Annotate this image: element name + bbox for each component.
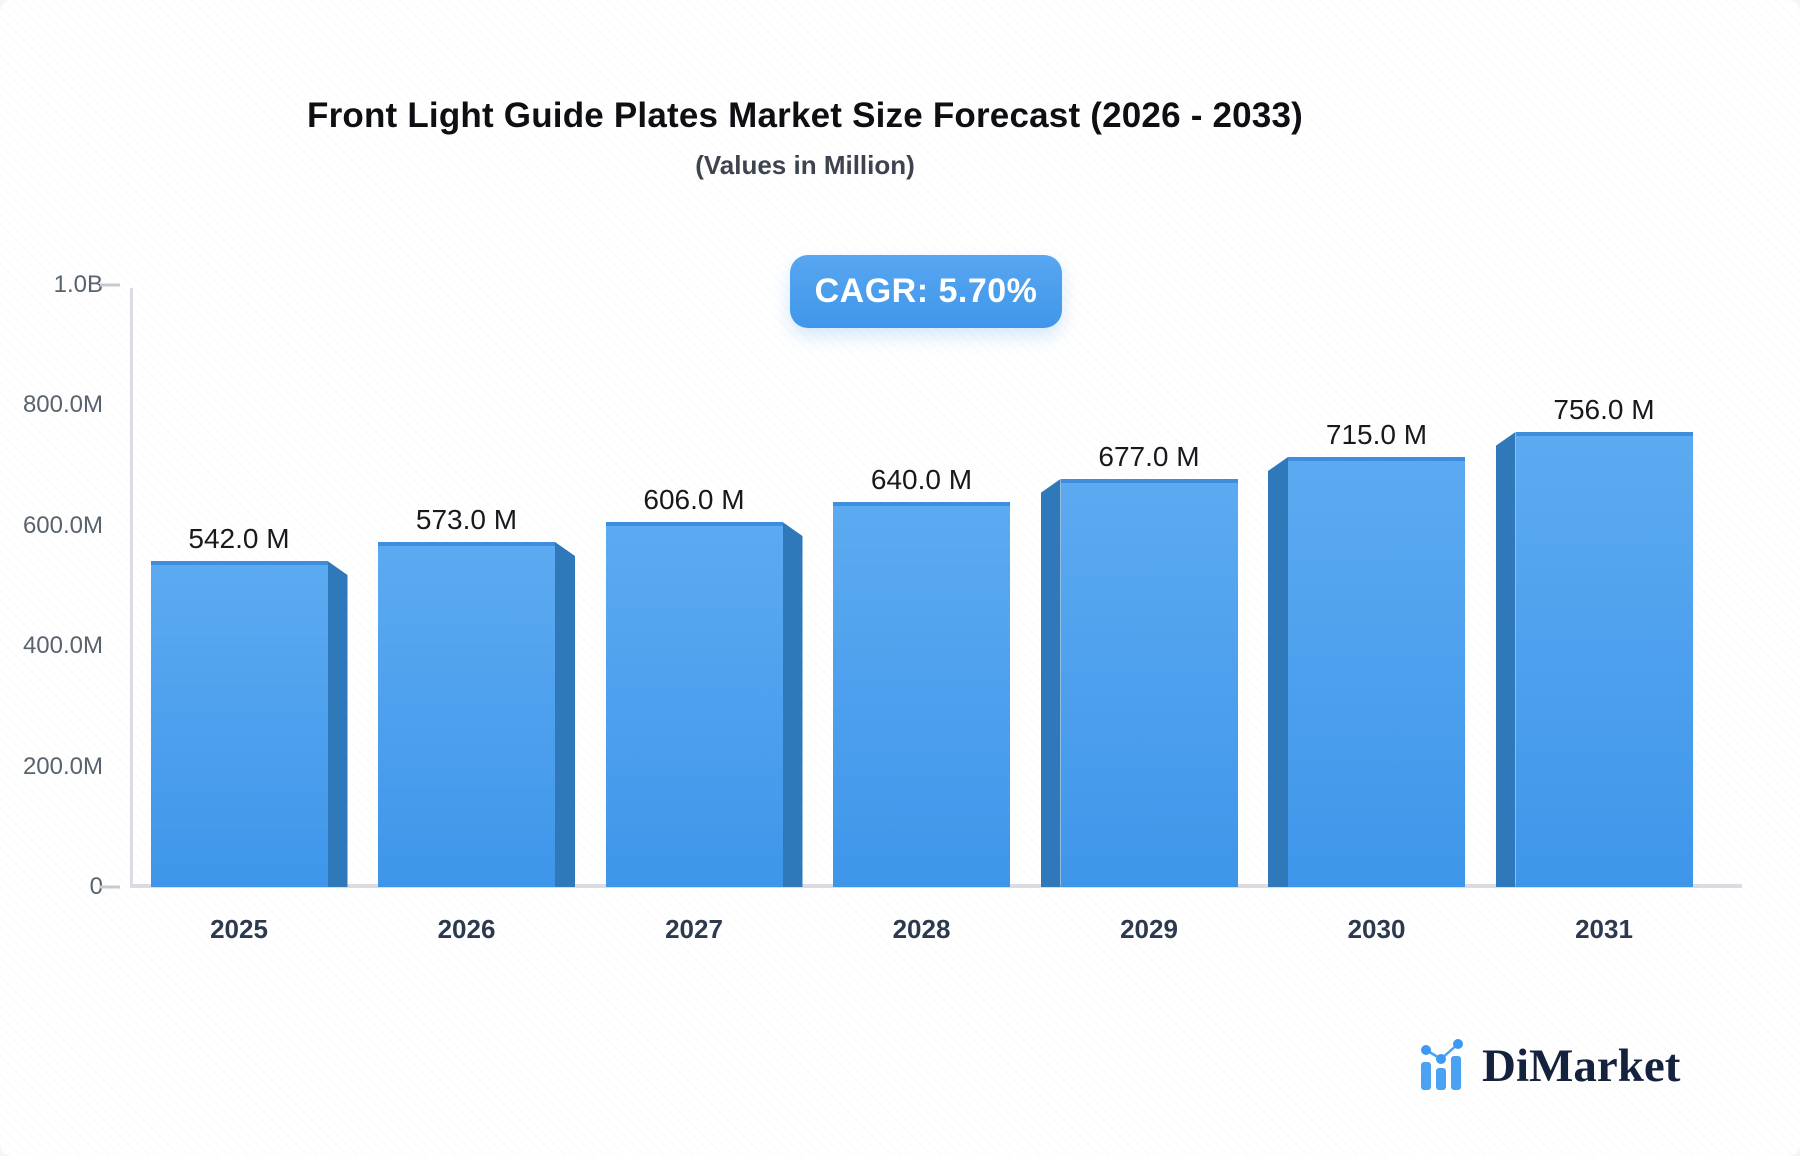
y-tick-label: 400.0M [22,632,103,660]
bar-2029-side-face [1040,479,1061,887]
bar-2030-side-face [1268,457,1288,887]
y-tick-label: 600.0M [22,511,103,539]
bar-2026[interactable] [378,542,555,887]
y-tick-label: 1.0B [53,271,103,298]
chart-subtitle: (Values in Million) [695,150,915,180]
bar-2030[interactable] [1288,457,1465,887]
bar-2027-side-face [782,522,803,887]
y-tick-mark [100,885,120,889]
bar-value-label: 640.0 M [870,464,973,495]
x-axis-label-2026: 2026 [437,914,496,944]
y-tick-label: 200.0M [22,752,103,780]
bar-2031[interactable] [1515,432,1693,887]
bar-2025[interactable] [150,561,328,887]
y-tick-label: 0 [89,873,103,900]
cagr-badge: CAGR: 5.70% [790,255,1062,328]
bar-2026-side-face [555,542,575,887]
bar-2028[interactable] [833,502,1010,887]
y-tick-mark [100,283,120,287]
chart-title: Front Light Guide Plates Market Size For… [307,96,1303,135]
bar-chart-logo-icon [1421,1039,1463,1090]
bar-2027[interactable] [605,522,783,887]
x-axis-label-2031: 2031 [1575,914,1633,944]
brand-logo-text: DiMarket [1482,1040,1681,1092]
x-axis-label-2030: 2030 [1347,914,1406,944]
brand-logo: DiMarket [1420,1038,1680,1090]
x-axis-label-2029: 2029 [1120,914,1178,944]
bar-value-label: 715.0 M [1325,419,1428,450]
bar-value-label: 677.0 M [1098,441,1200,472]
x-axis-label-2028: 2028 [892,914,951,944]
bar-value-label: 606.0 M [643,484,745,515]
y-axis-line [130,288,133,886]
bar-2031-side-face [1495,432,1516,887]
bar-value-label: 756.0 M [1553,394,1655,425]
bar-2029[interactable] [1060,479,1238,887]
bar-2025-side-face [327,561,348,887]
bar-value-label: 542.0 M [188,523,290,554]
x-axis-label-2027: 2027 [665,914,723,944]
x-axis-label-2025: 2025 [210,914,268,944]
bar-value-label: 573.0 M [415,504,518,535]
cagr-badge-label: CAGR: 5.70% [814,272,1038,310]
y-tick-label: 800.0M [22,391,103,419]
